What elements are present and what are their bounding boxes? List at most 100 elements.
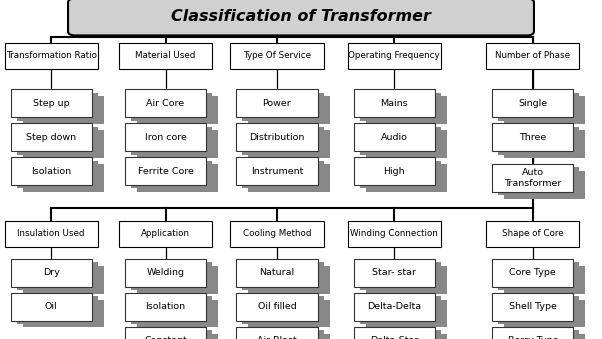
FancyBboxPatch shape [360, 127, 441, 155]
FancyBboxPatch shape [131, 127, 213, 155]
Text: Number of Phase: Number of Phase [495, 52, 570, 60]
Text: Step up: Step up [33, 99, 69, 108]
FancyBboxPatch shape [360, 296, 441, 324]
FancyBboxPatch shape [17, 93, 98, 121]
Text: Constant: Constant [144, 336, 187, 339]
Text: Material Used: Material Used [135, 52, 196, 60]
FancyBboxPatch shape [242, 161, 324, 188]
FancyBboxPatch shape [5, 43, 98, 68]
FancyBboxPatch shape [236, 259, 318, 287]
Text: Mains: Mains [380, 99, 408, 108]
FancyBboxPatch shape [131, 161, 213, 188]
FancyBboxPatch shape [366, 300, 447, 327]
Text: Transformation Ratio: Transformation Ratio [5, 52, 97, 60]
Text: Delta-Delta: Delta-Delta [367, 302, 421, 311]
Text: Type Of Service: Type Of Service [243, 52, 311, 60]
Text: Iron core: Iron core [144, 133, 187, 142]
FancyBboxPatch shape [137, 164, 219, 192]
Text: Cooling Method: Cooling Method [243, 230, 311, 238]
FancyBboxPatch shape [17, 296, 98, 324]
Text: Step down: Step down [26, 133, 76, 142]
FancyBboxPatch shape [125, 293, 206, 321]
FancyBboxPatch shape [504, 96, 586, 124]
FancyBboxPatch shape [498, 296, 580, 324]
FancyBboxPatch shape [11, 157, 92, 185]
Text: Single: Single [518, 99, 547, 108]
FancyBboxPatch shape [137, 300, 219, 327]
Text: Welding: Welding [146, 268, 185, 277]
FancyBboxPatch shape [131, 330, 213, 339]
FancyBboxPatch shape [23, 164, 104, 192]
FancyBboxPatch shape [366, 164, 447, 192]
FancyBboxPatch shape [68, 0, 534, 36]
Text: Oil filled: Oil filled [258, 302, 296, 311]
FancyBboxPatch shape [249, 96, 330, 124]
FancyBboxPatch shape [11, 123, 92, 151]
FancyBboxPatch shape [360, 161, 441, 188]
Text: Classification of Transformer: Classification of Transformer [171, 9, 431, 24]
FancyBboxPatch shape [360, 93, 441, 121]
FancyBboxPatch shape [131, 93, 213, 121]
FancyBboxPatch shape [498, 262, 580, 290]
FancyBboxPatch shape [504, 300, 586, 327]
Text: Star- star: Star- star [372, 268, 417, 277]
FancyBboxPatch shape [125, 259, 206, 287]
FancyBboxPatch shape [498, 330, 580, 339]
FancyBboxPatch shape [354, 293, 435, 321]
FancyBboxPatch shape [137, 266, 219, 294]
Text: Application: Application [141, 230, 190, 238]
FancyBboxPatch shape [11, 89, 92, 117]
FancyBboxPatch shape [366, 130, 447, 158]
FancyBboxPatch shape [242, 93, 324, 121]
Text: Core Type: Core Type [509, 268, 556, 277]
FancyBboxPatch shape [17, 127, 98, 155]
Text: Instrument: Instrument [250, 167, 303, 176]
FancyBboxPatch shape [137, 96, 219, 124]
FancyBboxPatch shape [230, 43, 324, 68]
Text: Dry: Dry [43, 268, 60, 277]
Text: Distribution: Distribution [249, 133, 305, 142]
FancyBboxPatch shape [11, 259, 92, 287]
FancyBboxPatch shape [236, 293, 318, 321]
FancyBboxPatch shape [125, 123, 206, 151]
FancyBboxPatch shape [242, 296, 324, 324]
FancyBboxPatch shape [498, 93, 580, 121]
FancyBboxPatch shape [354, 157, 435, 185]
FancyBboxPatch shape [366, 266, 447, 294]
FancyBboxPatch shape [492, 293, 573, 321]
FancyBboxPatch shape [504, 130, 586, 158]
FancyBboxPatch shape [348, 221, 441, 247]
FancyBboxPatch shape [348, 43, 441, 68]
FancyBboxPatch shape [360, 262, 441, 290]
FancyBboxPatch shape [242, 127, 324, 155]
FancyBboxPatch shape [11, 293, 92, 321]
Text: Shape of Core: Shape of Core [502, 230, 563, 238]
Text: Delta-Star: Delta-Star [370, 336, 418, 339]
FancyBboxPatch shape [504, 171, 586, 199]
FancyBboxPatch shape [236, 327, 318, 339]
Text: Isolation: Isolation [31, 167, 71, 176]
FancyBboxPatch shape [492, 123, 573, 151]
Text: Insulation Used: Insulation Used [17, 230, 85, 238]
FancyBboxPatch shape [249, 334, 330, 339]
Text: Natural: Natural [259, 268, 294, 277]
FancyBboxPatch shape [131, 296, 213, 324]
FancyBboxPatch shape [137, 334, 219, 339]
Text: Audio: Audio [381, 133, 408, 142]
FancyBboxPatch shape [354, 259, 435, 287]
FancyBboxPatch shape [137, 130, 219, 158]
FancyBboxPatch shape [492, 327, 573, 339]
FancyBboxPatch shape [131, 262, 213, 290]
FancyBboxPatch shape [119, 221, 213, 247]
FancyBboxPatch shape [17, 161, 98, 188]
FancyBboxPatch shape [354, 327, 435, 339]
FancyBboxPatch shape [498, 127, 580, 155]
Text: Oil: Oil [45, 302, 57, 311]
FancyBboxPatch shape [119, 43, 213, 68]
FancyBboxPatch shape [242, 262, 324, 290]
Text: Auto
Transformer: Auto Transformer [504, 168, 562, 188]
FancyBboxPatch shape [366, 334, 447, 339]
FancyBboxPatch shape [498, 167, 580, 195]
FancyBboxPatch shape [486, 221, 580, 247]
FancyBboxPatch shape [492, 259, 573, 287]
